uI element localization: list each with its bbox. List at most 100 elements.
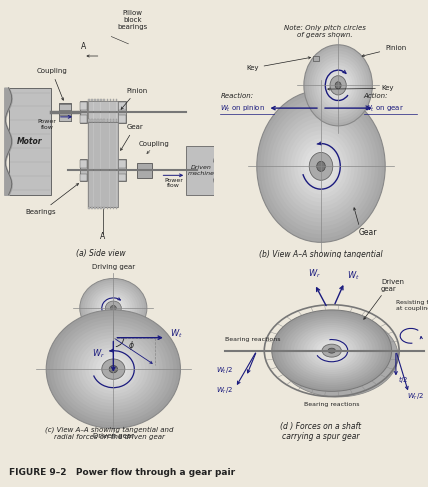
Ellipse shape: [291, 323, 373, 378]
FancyBboxPatch shape: [88, 99, 90, 101]
Ellipse shape: [319, 342, 344, 359]
Text: (a) Side view: (a) Side view: [76, 249, 125, 258]
FancyBboxPatch shape: [113, 207, 114, 209]
FancyBboxPatch shape: [97, 119, 99, 122]
Ellipse shape: [278, 316, 398, 397]
FancyBboxPatch shape: [59, 104, 71, 121]
FancyBboxPatch shape: [88, 119, 90, 122]
FancyBboxPatch shape: [313, 56, 319, 61]
Ellipse shape: [309, 336, 354, 366]
Text: (d ) Forces on a shaft
carrying a spur gear: (d ) Forces on a shaft carrying a spur g…: [280, 422, 362, 442]
Circle shape: [102, 359, 125, 379]
Circle shape: [97, 293, 130, 323]
Circle shape: [82, 341, 145, 397]
FancyBboxPatch shape: [118, 160, 126, 182]
Circle shape: [64, 325, 163, 413]
Circle shape: [333, 79, 343, 91]
Ellipse shape: [288, 320, 376, 381]
Ellipse shape: [297, 327, 366, 374]
Circle shape: [273, 111, 369, 223]
Text: Power
flow: Power flow: [38, 119, 56, 130]
Text: Bearing reactions: Bearing reactions: [225, 337, 280, 342]
Circle shape: [71, 332, 156, 407]
FancyBboxPatch shape: [80, 160, 87, 168]
Ellipse shape: [329, 349, 335, 353]
Circle shape: [109, 304, 118, 312]
FancyBboxPatch shape: [110, 119, 111, 122]
FancyBboxPatch shape: [113, 119, 114, 122]
Ellipse shape: [281, 317, 382, 385]
Text: $W_t$: $W_t$: [347, 269, 360, 282]
Circle shape: [109, 365, 118, 373]
Circle shape: [89, 287, 137, 329]
Circle shape: [110, 366, 117, 372]
Text: Pinion: Pinion: [362, 45, 407, 56]
FancyBboxPatch shape: [80, 102, 87, 110]
FancyBboxPatch shape: [80, 173, 87, 182]
Circle shape: [106, 363, 120, 375]
Ellipse shape: [275, 312, 389, 389]
Circle shape: [317, 161, 325, 171]
FancyBboxPatch shape: [91, 119, 93, 122]
Circle shape: [301, 142, 341, 190]
Text: Driven
gear: Driven gear: [381, 280, 404, 292]
Circle shape: [264, 98, 378, 234]
Text: $\phi$: $\phi$: [128, 339, 135, 352]
FancyBboxPatch shape: [116, 99, 117, 101]
Circle shape: [260, 94, 382, 238]
Text: Pinion: Pinion: [121, 88, 148, 109]
Text: Bearing reactions: Bearing reactions: [304, 402, 360, 407]
Text: Driven gear: Driven gear: [93, 432, 134, 439]
Text: Key: Key: [246, 57, 311, 71]
FancyBboxPatch shape: [107, 207, 108, 209]
Text: $W_r/2$: $W_r/2$: [407, 392, 424, 402]
Text: Driven
machine: Driven machine: [187, 165, 215, 176]
Circle shape: [85, 282, 142, 334]
Ellipse shape: [313, 338, 351, 363]
FancyBboxPatch shape: [94, 122, 96, 124]
FancyBboxPatch shape: [116, 122, 117, 124]
Circle shape: [68, 329, 159, 410]
FancyBboxPatch shape: [104, 119, 105, 122]
Circle shape: [324, 68, 353, 103]
FancyBboxPatch shape: [113, 122, 114, 124]
Circle shape: [82, 281, 145, 336]
Circle shape: [87, 285, 140, 331]
Text: Power
flow: Power flow: [164, 178, 183, 188]
Ellipse shape: [300, 329, 363, 372]
FancyBboxPatch shape: [97, 99, 99, 101]
Circle shape: [277, 114, 365, 218]
Circle shape: [335, 82, 341, 89]
Ellipse shape: [278, 314, 385, 387]
Ellipse shape: [322, 344, 341, 357]
Circle shape: [99, 296, 128, 321]
FancyBboxPatch shape: [80, 101, 87, 123]
FancyBboxPatch shape: [118, 115, 126, 123]
FancyBboxPatch shape: [104, 99, 105, 101]
FancyBboxPatch shape: [88, 207, 90, 209]
Text: Action:: Action:: [364, 93, 388, 99]
Text: (b) View A–A showing tangential
forces on both gears: (b) View A–A showing tangential forces o…: [259, 250, 383, 270]
Text: $W_t$: $W_t$: [170, 328, 183, 340]
Circle shape: [311, 54, 365, 117]
FancyBboxPatch shape: [110, 99, 111, 101]
Circle shape: [89, 347, 138, 391]
FancyBboxPatch shape: [186, 146, 216, 195]
Ellipse shape: [316, 340, 348, 361]
Circle shape: [99, 356, 128, 382]
Ellipse shape: [294, 325, 369, 376]
FancyBboxPatch shape: [118, 160, 126, 168]
Ellipse shape: [303, 331, 360, 370]
Circle shape: [291, 131, 351, 202]
Circle shape: [316, 59, 360, 112]
FancyBboxPatch shape: [59, 104, 71, 110]
Circle shape: [257, 91, 385, 243]
Circle shape: [104, 300, 123, 317]
Ellipse shape: [272, 310, 392, 392]
Circle shape: [314, 158, 328, 174]
Text: Motor: Motor: [17, 137, 43, 146]
Ellipse shape: [284, 318, 379, 383]
FancyBboxPatch shape: [94, 119, 96, 122]
Text: $W_t/2$: $W_t/2$: [216, 366, 233, 376]
Circle shape: [306, 48, 370, 123]
